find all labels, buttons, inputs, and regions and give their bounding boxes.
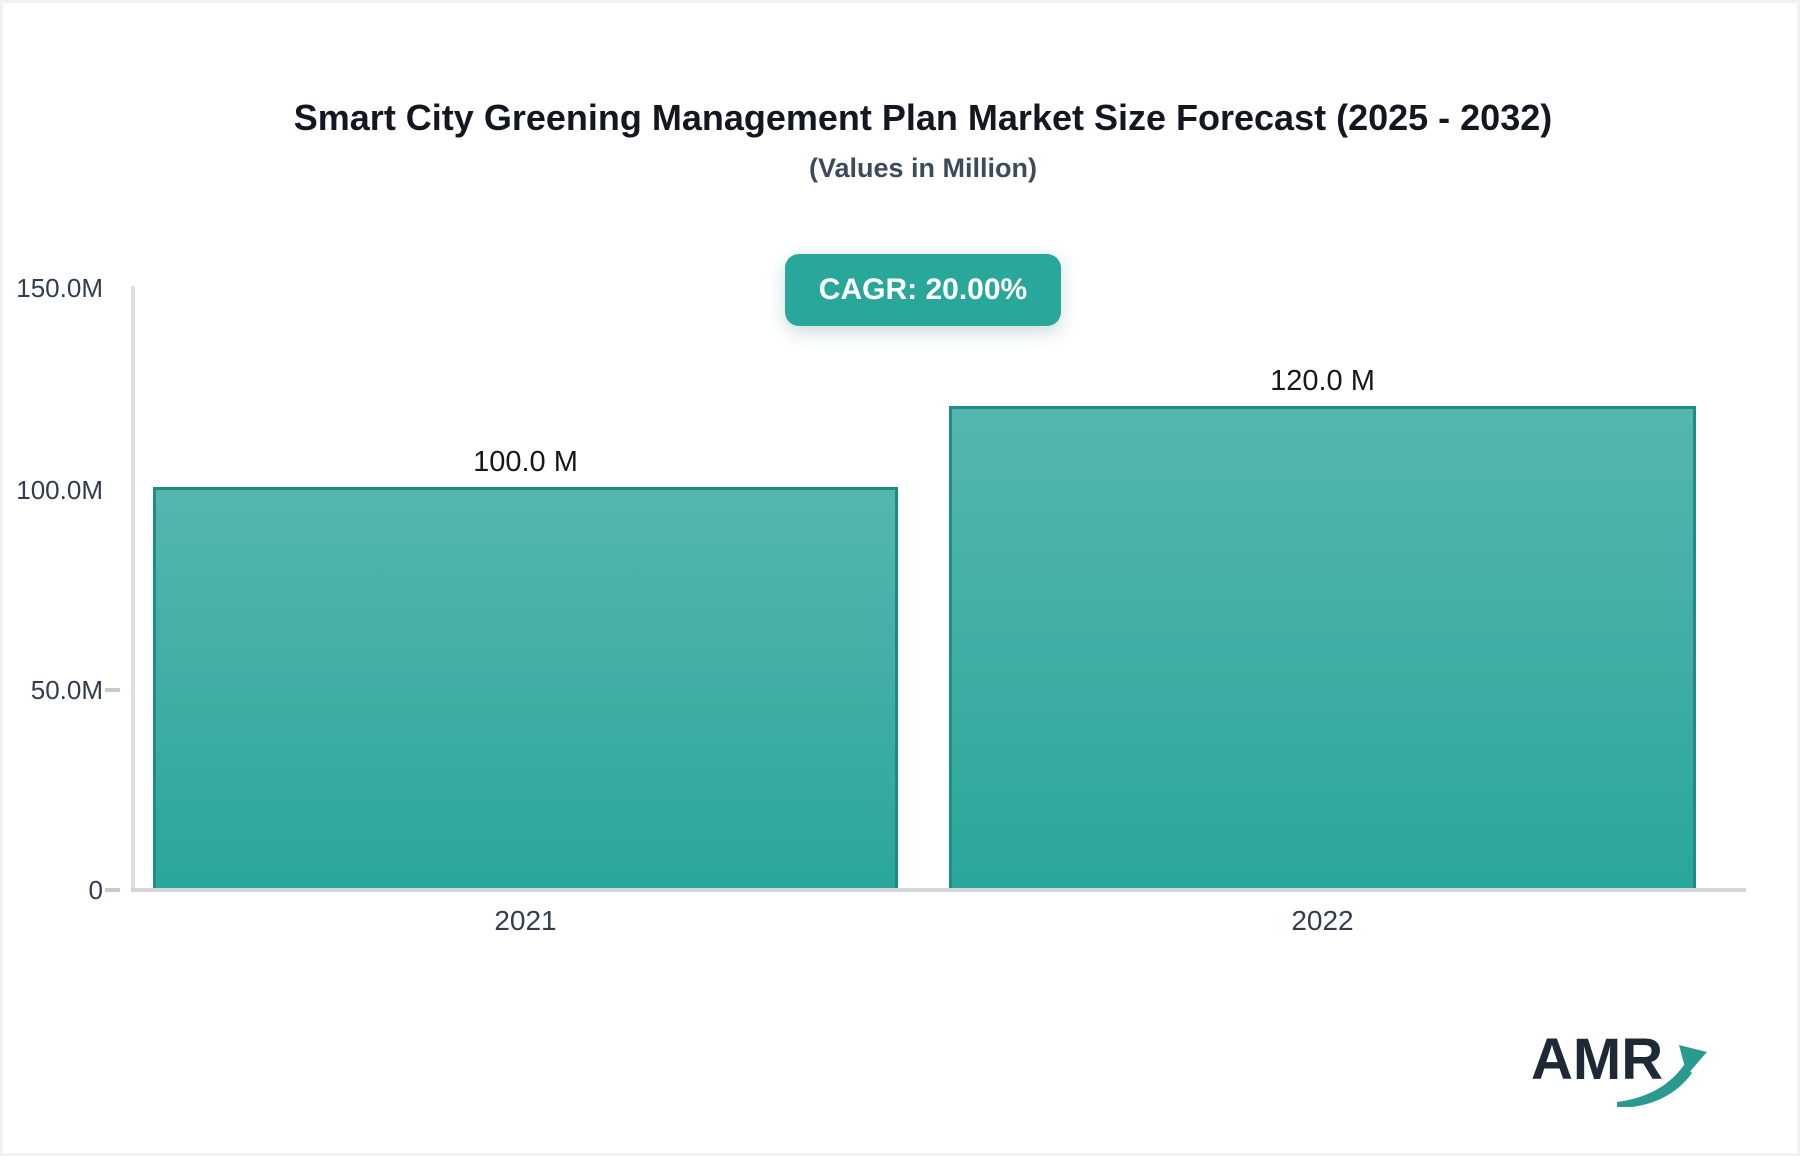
trending-up-arrow-icon: [1617, 1045, 1707, 1107]
y-axis-line: [131, 286, 135, 892]
y-axis-label-50m: 50.0M: [30, 675, 103, 705]
amr-logo: AMR: [1531, 1031, 1741, 1126]
chart-title: Smart City Greening Management Plan Mark…: [293, 97, 1553, 138]
chart-subtitle: (Values in Million): [808, 153, 1038, 183]
chart-header: Smart City Greening Management Plan Mark…: [3, 95, 1797, 327]
y-axis-label-150m: 150.0M: [16, 273, 103, 303]
x-axis-line: [131, 888, 1746, 892]
bar-2021: [153, 487, 898, 888]
cagr-badge: CAGR: 20.00%: [784, 254, 1062, 327]
x-axis-label-2021: 2021: [494, 905, 557, 936]
bar-2022: [949, 406, 1696, 888]
amr-logo-text: AMR: [1531, 1027, 1664, 1092]
bar-value-label-2021: 100.0 M: [473, 446, 578, 478]
y-axis-label-0: 0: [88, 875, 103, 905]
x-axis-label-2022: 2022: [1291, 905, 1354, 936]
y-axis-tick-50m: [105, 688, 120, 692]
y-axis-label-100m: 100.0M: [16, 475, 103, 505]
bar-value-label-2022: 120.0 M: [1270, 365, 1375, 397]
y-axis-tick-0: [105, 888, 120, 892]
